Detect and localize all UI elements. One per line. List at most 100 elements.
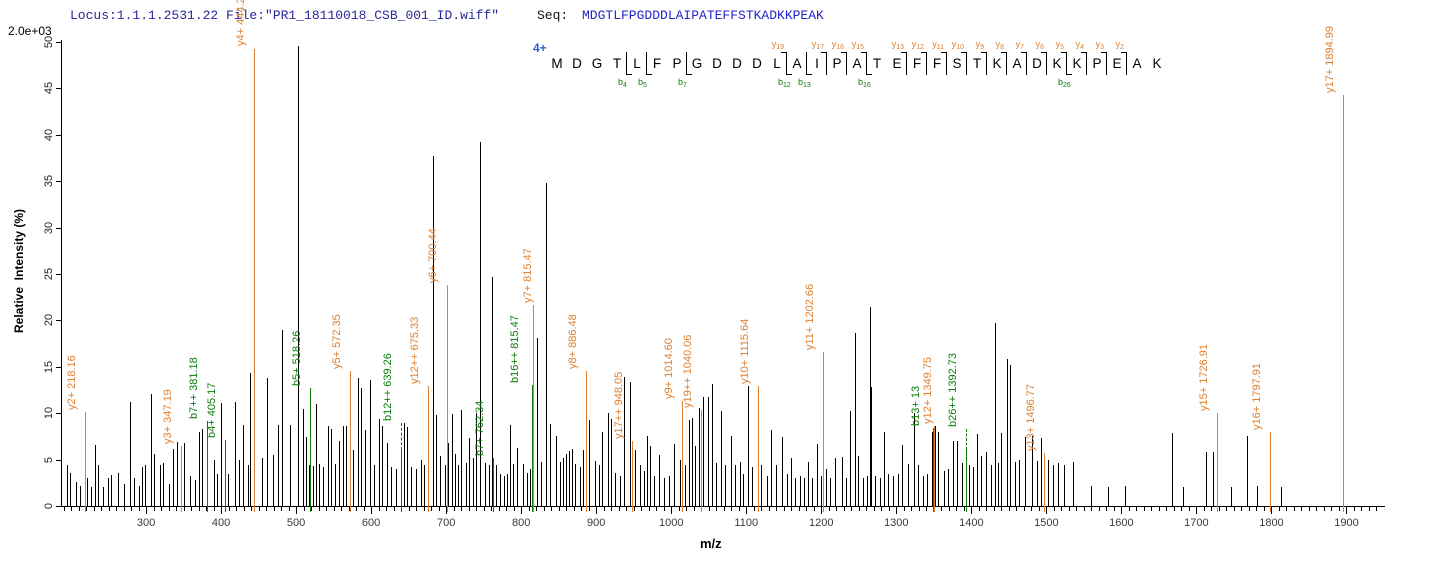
peak [566,454,568,506]
x-axis-minor-tick [213,507,215,511]
annotated-peak-y11p [823,352,825,512]
b-cleavage-arm [627,74,632,75]
residue-letter: D [712,56,722,71]
x-axis-title: m/z [700,536,722,551]
x-axis-minor-tick [941,507,943,511]
peak [858,455,860,506]
x-axis-minor-tick [536,507,538,511]
annotated-peak-b5p [309,388,311,512]
peak [646,435,648,506]
peak [888,474,890,506]
x-axis-minor-tick [761,507,763,511]
y-ion-mark-label: y19 [771,39,784,51]
x-axis-minor-tick [1188,507,1190,511]
peak [643,470,645,506]
peak [583,450,585,506]
peak [1107,487,1109,506]
x-axis-minor-tick [1098,507,1100,511]
peak [725,465,727,506]
cleavage-mark [1006,52,1007,75]
residue-letter: K [1052,56,1062,71]
annotated-peak-y3p [181,445,183,512]
b-ion-mark-label: b16 [858,77,871,89]
x-axis-minor-tick [86,507,87,511]
peak [1247,436,1249,506]
x-axis-minor-tick [1278,507,1280,511]
peak [476,413,478,506]
x-axis-minor-tick [273,507,275,511]
peak [739,461,741,506]
x-axis-minor-tick [888,507,890,511]
peak [781,437,783,506]
peak [473,457,475,506]
peak [943,470,945,506]
y-ion-mark-label: y9 [975,39,984,51]
x-axis-minor-tick [1128,507,1130,511]
peak [358,377,360,506]
peak [67,465,69,506]
peak [145,465,147,506]
peak [289,425,291,506]
peak [902,444,904,506]
y-axis-tick [56,413,62,415]
peak [669,476,670,506]
y-axis-tick [56,274,62,275]
x-axis-minor-tick [123,507,125,511]
residue-letter: F [932,56,942,71]
peak [345,426,347,506]
x-axis-major-tick [671,507,673,514]
x-axis-minor-tick [648,507,650,511]
peak [327,426,329,506]
peak-label: b16++ 815.47 [508,315,521,384]
x-axis-minor-tick [408,507,410,511]
x-axis-minor-tick [708,507,710,511]
peak-label: y3+ 347.19 [162,388,175,444]
peak [1053,465,1055,506]
peak [986,452,988,506]
peak [461,410,463,506]
y-axis-tick-label: 50 [43,35,55,49]
x-axis-minor-tick [986,507,988,511]
x-axis-minor-tick [581,507,583,511]
peak [536,338,538,506]
peak-label: y10+ 1115.64 [738,318,751,385]
x-axis-line [62,506,1385,507]
peak [1019,459,1021,506]
x-axis-minor-tick [326,507,328,511]
x-axis-minor-tick [873,507,875,511]
x-axis-minor-tick [438,507,440,511]
peak [550,424,552,506]
x-axis-minor-tick [318,507,320,511]
cleavage-mark [1106,52,1107,75]
peak [410,467,412,506]
peak-label: y17++ 948.05 [613,371,626,440]
x-axis-minor-tick [131,507,133,511]
cleavage-mark [926,52,927,75]
peak [962,463,964,506]
x-axis-minor-tick [468,507,470,511]
y-cleavage-arm [1041,52,1046,53]
annotated-peak-y17pp [632,441,634,512]
x-axis-minor-tick [266,507,268,511]
peak [735,465,736,506]
peak [338,441,340,506]
residue-letter: S [952,56,962,71]
x-axis-minor-tick [903,507,905,511]
cleavage-mark [946,52,947,75]
x-axis-minor-tick [78,507,80,511]
x-axis-minor-tick [858,507,860,511]
peak [168,483,170,506]
peak [922,476,924,506]
residue-letter: D [1032,56,1042,71]
peak [95,444,96,506]
peak [86,478,88,506]
annotated-peak-y12pp [427,386,429,512]
peak [1041,438,1043,506]
peak-label: b7++ 381.18 [187,356,200,419]
x-axis-minor-tick [1248,507,1250,511]
peak [266,377,268,506]
x-axis-minor-tick [551,507,553,511]
cleavage-mark [686,52,687,75]
x-axis-minor-tick [243,507,245,511]
peak [957,441,959,506]
